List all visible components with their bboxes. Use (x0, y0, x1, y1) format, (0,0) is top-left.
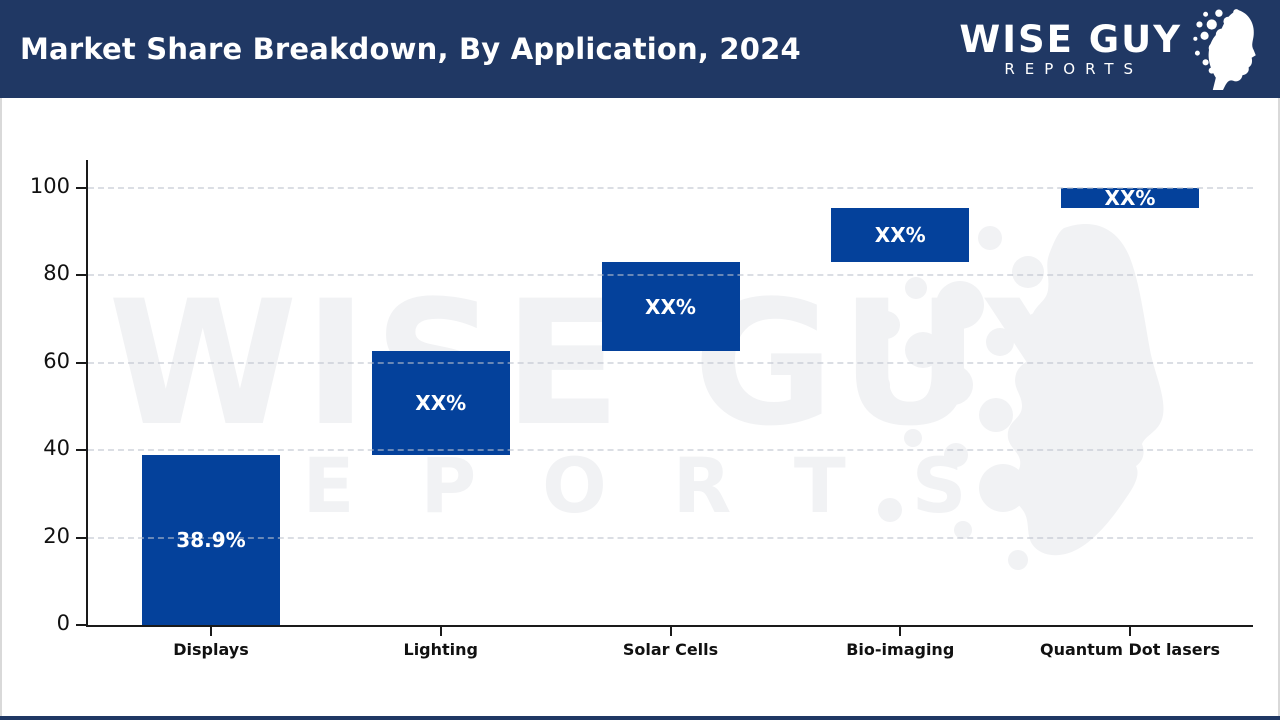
chart-title: Market Share Breakdown, By Application, … (20, 32, 801, 66)
x-axis-tick (439, 627, 442, 636)
footer-bar (0, 716, 1280, 720)
y-axis-tick (76, 274, 88, 276)
y-axis-tick (76, 361, 88, 364)
bar-segment (1061, 187, 1199, 208)
logo-text: WISE GUY REPORTS (959, 21, 1182, 77)
x-axis-tick (210, 627, 212, 636)
y-tick-label: 20 (43, 523, 70, 548)
wise-guy-logo: WISE GUY REPORTS (959, 4, 1262, 94)
y-axis-tick (76, 449, 88, 451)
bar-segment (601, 262, 740, 352)
x-tick-label: Bio-imaging (846, 640, 955, 659)
x-axis-tick (669, 627, 672, 636)
x-axis-tick (899, 627, 902, 636)
bar-value-label: XX% (874, 222, 926, 247)
y-tick-label: 0 (56, 611, 70, 635)
y-tick-label: 100 (29, 173, 70, 198)
y-axis-line (86, 160, 88, 627)
x-axis-tick (1129, 627, 1131, 636)
logo-face-icon (1184, 4, 1262, 94)
bar-value-label: 38.9% (176, 527, 246, 552)
grid-line (88, 536, 1253, 539)
x-tick-label: Lighting (403, 640, 479, 659)
watermark-face-icon (868, 210, 1168, 579)
y-axis-tick (76, 536, 88, 539)
y-axis-tick (76, 186, 88, 189)
grid-line (88, 449, 1253, 451)
bar-value-label: XX% (1104, 185, 1156, 210)
bar-segment (142, 454, 280, 625)
y-tick-label: 80 (43, 261, 70, 285)
y-tick-label: 60 (43, 348, 70, 373)
logo-wordmark: WISE GUY (959, 18, 1182, 61)
x-axis-line (86, 625, 1253, 627)
x-tick-label: Solar Cells (622, 640, 719, 659)
bar-value-label: XX% (645, 294, 696, 319)
grid-line (88, 274, 1253, 276)
y-axis-tick (76, 624, 88, 626)
logo-subtitle: REPORTS (1004, 60, 1144, 78)
header: Market Share Breakdown, By Application, … (0, 0, 1280, 98)
grid-line (88, 361, 1253, 364)
x-tick-label: Quantum Dot lasers (1039, 640, 1221, 659)
bar-value-label: XX% (415, 390, 467, 415)
bar-segment (371, 351, 510, 455)
bar-segment (831, 207, 970, 263)
x-tick-label: Displays (173, 640, 249, 659)
watermark-subtitle: REPORTS (178, 441, 1033, 530)
grid-line (88, 186, 1253, 189)
y-tick-label: 40 (43, 436, 70, 460)
